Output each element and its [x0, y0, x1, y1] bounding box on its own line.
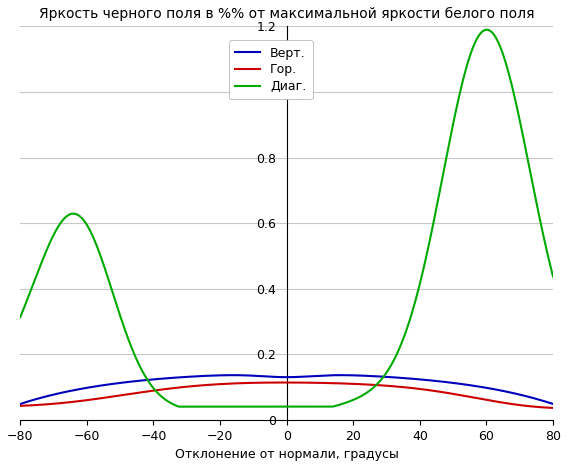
- Диаг.: [421, 259, 428, 265]
- Диаг.: [357, 394, 364, 399]
- Верт.: [49, 392, 56, 398]
- Диаг.: [477, 31, 483, 37]
- Title: Яркость черного поля в %% от максимальной яркости белого поля: Яркость черного поля в %% от максимально…: [39, 7, 534, 21]
- Line: Верт.: Верт.: [20, 375, 553, 404]
- Верт.: [477, 384, 483, 389]
- Гор.: [550, 405, 557, 411]
- Гор.: [477, 396, 483, 402]
- Гор.: [341, 380, 348, 386]
- X-axis label: Отклонение от нормали, градусы: Отклонение от нормали, градусы: [175, 448, 399, 461]
- Диаг.: [176, 404, 182, 410]
- Line: Диаг.: Диаг.: [20, 29, 553, 407]
- Гор.: [327, 380, 334, 386]
- Верт.: [357, 373, 364, 378]
- Гор.: [421, 387, 428, 393]
- Диаг.: [327, 404, 334, 410]
- Верт.: [550, 401, 557, 407]
- Legend: Верт., Гор., Диаг.: Верт., Гор., Диаг.: [229, 41, 312, 100]
- Гор.: [280, 380, 287, 385]
- Line: Гор.: Гор.: [20, 382, 553, 408]
- Верт.: [327, 373, 334, 378]
- Гор.: [17, 403, 24, 409]
- Диаг.: [17, 314, 24, 320]
- Верт.: [421, 377, 428, 383]
- Диаг.: [341, 401, 348, 406]
- Верт.: [341, 373, 348, 378]
- Диаг.: [550, 274, 557, 279]
- Диаг.: [49, 234, 56, 239]
- Гор.: [49, 401, 56, 407]
- Верт.: [17, 401, 24, 407]
- Диаг.: [483, 27, 490, 32]
- Верт.: [229, 373, 236, 378]
- Гор.: [357, 381, 364, 387]
